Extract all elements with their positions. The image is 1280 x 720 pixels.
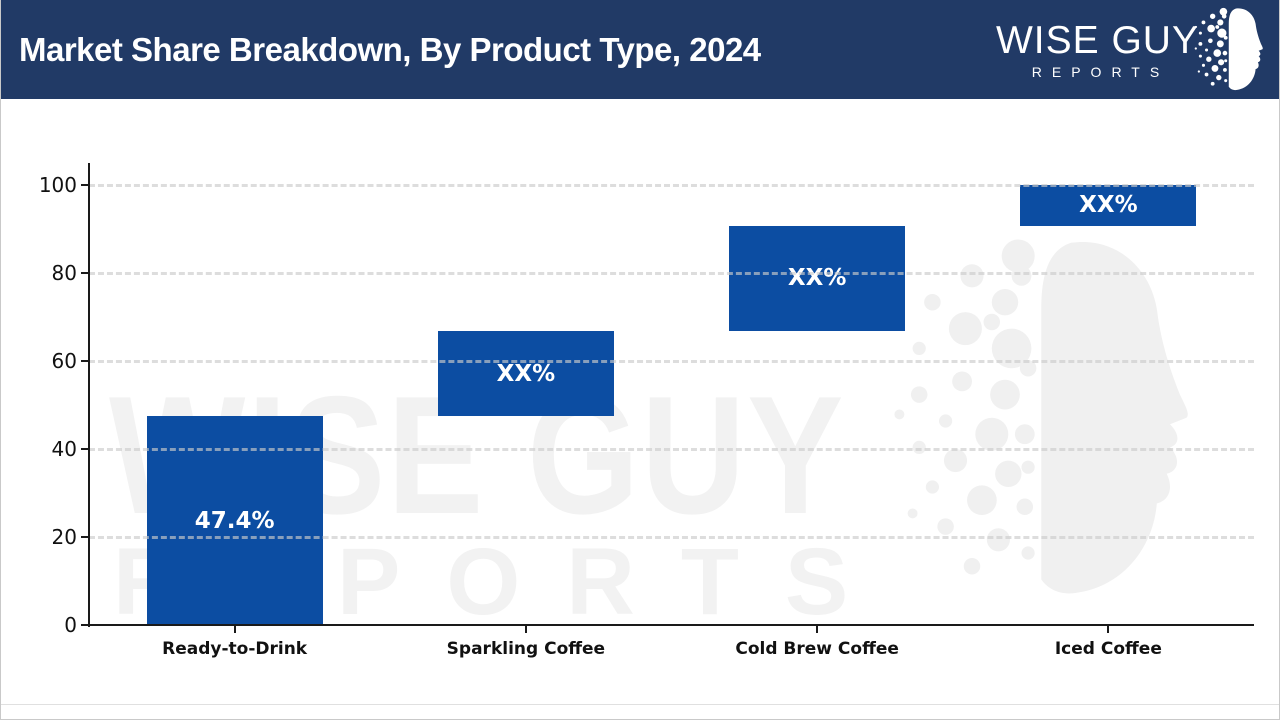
y-tick-label: 0 — [64, 613, 77, 637]
gridline-100 — [89, 184, 1254, 187]
x-axis-line — [88, 624, 1254, 626]
brand-logo: WISE GUY REPORTS — [996, 4, 1271, 96]
y-axis-line — [88, 163, 90, 627]
gridline-80 — [89, 272, 1254, 275]
waterfall-bar-4: XX% — [1020, 185, 1197, 226]
y-tick-mark — [81, 624, 89, 626]
bar-value-label: XX% — [787, 265, 847, 292]
y-tick-label: 100 — [38, 173, 77, 197]
y-tick-label: 40 — [51, 437, 77, 461]
waterfall-bar-3: XX% — [729, 225, 906, 332]
bar-value-label: XX% — [496, 360, 556, 387]
watermark-head-profile-icon — [873, 217, 1203, 625]
gridline-20 — [89, 536, 1254, 539]
chart-area: WISE GUY REPORTS 47.4% XX% XX% XX% 0 20 40 60 8… — [1, 99, 1279, 719]
x-tick-mark — [1107, 625, 1110, 633]
x-axis-category-label: Iced Coffee — [1054, 639, 1162, 659]
y-tick-mark — [81, 360, 89, 362]
logo-wordmark: WISE GUY — [995, 18, 1199, 62]
gridline-60 — [89, 360, 1254, 363]
x-tick-mark — [816, 625, 819, 633]
x-axis-category-label: Sparkling Coffee — [446, 639, 606, 659]
x-tick-mark — [524, 625, 527, 633]
y-tick-label: 20 — [51, 525, 77, 549]
gridline-40 — [89, 448, 1254, 451]
waterfall-bar-2: XX% — [437, 331, 614, 417]
logo-text: WISE GUY REPORTS — [996, 21, 1199, 80]
footer-strip — [1, 704, 1279, 719]
x-axis-category-label: Ready-to-Drink — [162, 639, 308, 659]
waterfall-bar-1: 47.4% — [146, 416, 323, 625]
y-tick-mark — [81, 272, 89, 274]
bar-value-label: 47.4% — [194, 507, 275, 534]
y-tick-mark — [81, 448, 89, 450]
y-tick-mark — [81, 184, 89, 186]
y-tick-mark — [81, 536, 89, 538]
x-axis-category-label: Cold Brew Coffee — [735, 639, 899, 659]
header-bar: Market Share Breakdown, By Product Type,… — [1, 0, 1279, 99]
y-tick-label: 80 — [51, 261, 77, 285]
y-tick-label: 60 — [51, 349, 77, 373]
bar-value-label: XX% — [1079, 192, 1138, 219]
chart-title: Market Share Breakdown, By Product Type,… — [19, 31, 761, 68]
x-tick-mark — [233, 625, 236, 633]
logo-subtext: REPORTS — [1031, 63, 1170, 80]
